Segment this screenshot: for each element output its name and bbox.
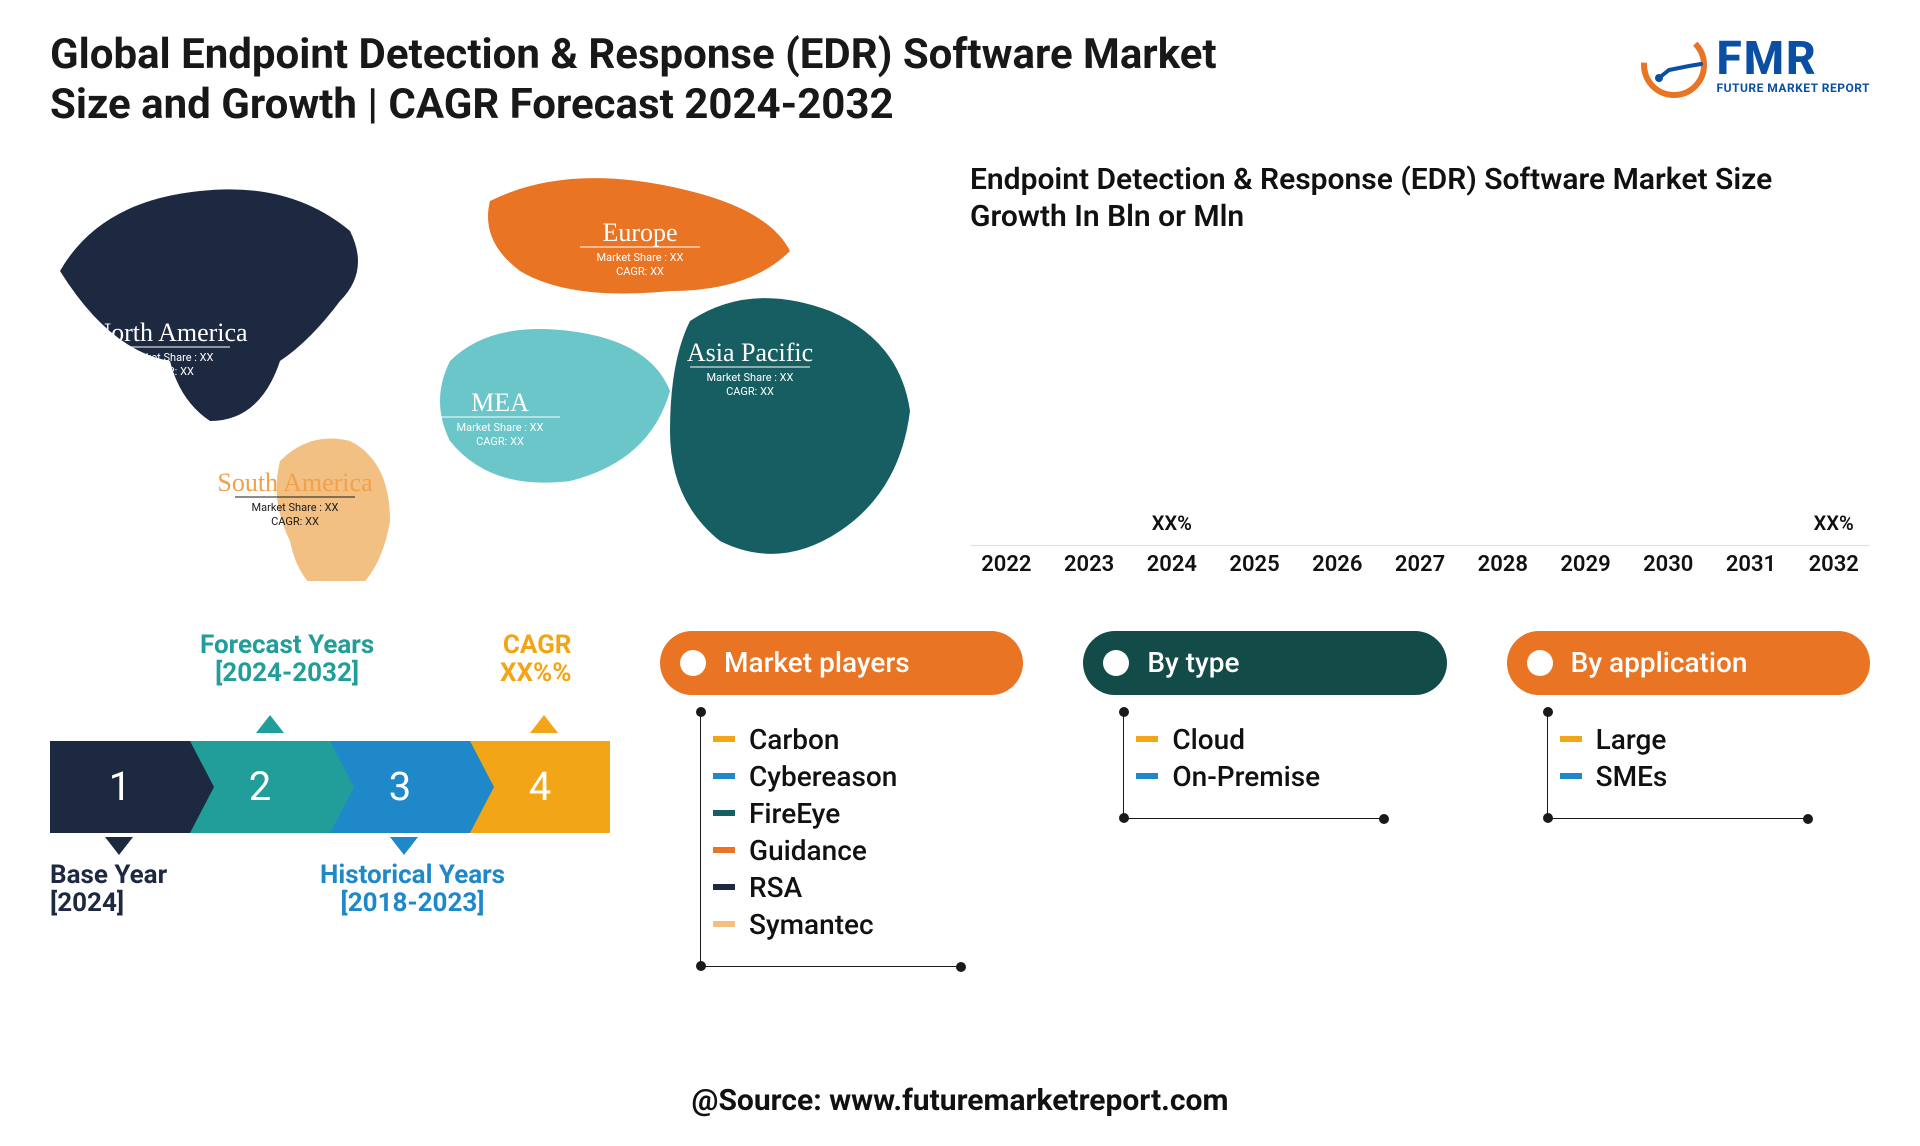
triangle-down-icon	[105, 837, 133, 855]
bullet-icon	[713, 847, 735, 853]
chart-title: Endpoint Detection & Response (EDR) Soft…	[970, 161, 1870, 236]
list-item-label: Carbon	[749, 723, 839, 756]
fmr-logo: FMR FUTURE MARKET REPORT	[1639, 30, 1870, 100]
map-region-share-eu: Market Share : XX	[597, 251, 684, 264]
segment-players: Market players Carbon Cybereason FireEye Gui…	[660, 631, 1023, 967]
logo-text-big: FMR	[1717, 36, 1870, 82]
base-label: Base Year	[50, 861, 167, 890]
map-region-name-eu: Europe	[602, 218, 677, 247]
x-tick-2031: 2031	[1715, 552, 1788, 577]
list-item: On-Premise	[1124, 758, 1446, 795]
source-attribution: @Source: www.futuremarketreport.com	[0, 1083, 1920, 1118]
bullet-icon	[713, 921, 735, 927]
map-region-name-mea: MEA	[471, 388, 529, 417]
dot-icon	[1103, 650, 1129, 676]
x-tick-2032: 2032	[1797, 552, 1870, 577]
bullet-icon	[1136, 773, 1158, 779]
list-item-label: FireEye	[749, 797, 840, 830]
map-region-cagr-ap: CAGR: XX	[726, 385, 774, 398]
list-item-label: RSA	[749, 871, 802, 904]
bullet-icon	[1560, 736, 1582, 742]
chart-x-axis: 2022 2023 2024 2025 2026 2027 2028 2029 2030 2031…	[970, 552, 1870, 577]
bar-annotation-2032: XX%	[1814, 511, 1854, 535]
list-item: FireEye	[701, 795, 1023, 832]
list-item: Carbon	[701, 721, 1023, 758]
x-tick-2022: 2022	[970, 552, 1043, 577]
map-region-share-na: Market Share : XX	[127, 351, 214, 364]
list-item: RSA	[701, 869, 1023, 906]
forecast-label: Forecast Years	[200, 631, 374, 660]
list-item-label: Cloud	[1172, 723, 1245, 756]
segment-header-text-players: Market players	[724, 646, 910, 679]
segment-list-players: Carbon Cybereason FireEye Guidance RSA Symant…	[700, 711, 1023, 967]
list-item: Guidance	[701, 832, 1023, 869]
bullet-icon	[713, 884, 735, 890]
world-map: North AmericaMarket Share : XXCAGR: XXSo…	[50, 161, 930, 581]
map-region-cagr-mea: CAGR: XX	[476, 435, 524, 448]
bullet-icon	[1136, 736, 1158, 742]
map-region-name-sa: South America	[217, 468, 373, 497]
timeline-step-1: 1	[50, 741, 190, 833]
hist-sub: [2018-2023]	[320, 889, 505, 918]
segment-by_type: By type Cloud On-Premise	[1083, 631, 1446, 967]
map-region-cagr-na: CAGR: XX	[146, 365, 194, 378]
segment-header-by_type: By type	[1083, 631, 1446, 695]
map-region-share-mea: Market Share : XX	[457, 421, 544, 434]
segment-list-by_app: Large SMEs	[1547, 711, 1870, 819]
list-item-label: Large	[1596, 723, 1667, 756]
map-region-name-ap: Asia Pacific	[687, 338, 813, 367]
dot-icon	[1527, 650, 1553, 676]
map-region-na	[60, 189, 358, 421]
x-tick-2026: 2026	[1301, 552, 1374, 577]
list-item: SMEs	[1548, 758, 1870, 795]
page-title: Global Endpoint Detection & Response (ED…	[50, 30, 1250, 131]
x-tick-2029: 2029	[1549, 552, 1622, 577]
timeline-infographic: Forecast Years [2024-2032] CAGR XX%% 123…	[50, 631, 610, 833]
segment-list-by_type: Cloud On-Premise	[1123, 711, 1446, 819]
triangle-up-icon	[256, 715, 284, 733]
bullet-icon	[713, 773, 735, 779]
list-item-label: Symantec	[749, 908, 874, 941]
x-tick-2024: 2024	[1135, 552, 1208, 577]
list-item-label: Cybereason	[749, 760, 897, 793]
x-tick-2028: 2028	[1466, 552, 1539, 577]
growth-bar-chart: Endpoint Detection & Response (EDR) Soft…	[970, 161, 1870, 581]
segment-header-text-by_app: By application	[1571, 646, 1748, 679]
map-region-share-sa: Market Share : XX	[252, 501, 339, 514]
list-item-label: On-Premise	[1172, 760, 1320, 793]
x-tick-2025: 2025	[1218, 552, 1291, 577]
bullet-icon	[713, 810, 735, 816]
fmr-logo-icon	[1639, 30, 1709, 100]
base-sub: [2024]	[50, 889, 167, 918]
bullet-icon	[1560, 773, 1582, 779]
list-item-label: Guidance	[749, 834, 867, 867]
map-region-cagr-sa: CAGR: XX	[271, 515, 319, 528]
segment-header-by_app: By application	[1507, 631, 1870, 695]
x-tick-2023: 2023	[1053, 552, 1126, 577]
list-item: Large	[1548, 721, 1870, 758]
segment-header-text-by_type: By type	[1147, 646, 1239, 679]
x-tick-2027: 2027	[1384, 552, 1457, 577]
bar-annotation-2024: XX%	[1152, 511, 1192, 535]
map-region-ap	[670, 298, 910, 554]
list-item: Cloud	[1124, 721, 1446, 758]
map-region-share-ap: Market Share : XX	[707, 371, 794, 384]
map-region-cagr-eu: CAGR: XX	[616, 265, 664, 278]
forecast-sub: [2024-2032]	[200, 659, 374, 688]
hist-label: Historical Years	[320, 861, 505, 890]
list-item: Symantec	[701, 906, 1023, 943]
cagr-sub: XX%%	[500, 659, 571, 688]
x-tick-2030: 2030	[1632, 552, 1705, 577]
logo-text-small: FUTURE MARKET REPORT	[1717, 82, 1870, 94]
segment-header-players: Market players	[660, 631, 1023, 695]
list-item: Cybereason	[701, 758, 1023, 795]
list-item-label: SMEs	[1596, 760, 1668, 793]
dot-icon	[680, 650, 706, 676]
segment-by_app: By application Large SMEs	[1507, 631, 1870, 967]
map-region-name-na: North America	[92, 318, 248, 347]
triangle-up-icon	[530, 715, 558, 733]
bullet-icon	[713, 736, 735, 742]
triangle-down-icon	[390, 837, 418, 855]
cagr-label: CAGR	[500, 631, 571, 660]
